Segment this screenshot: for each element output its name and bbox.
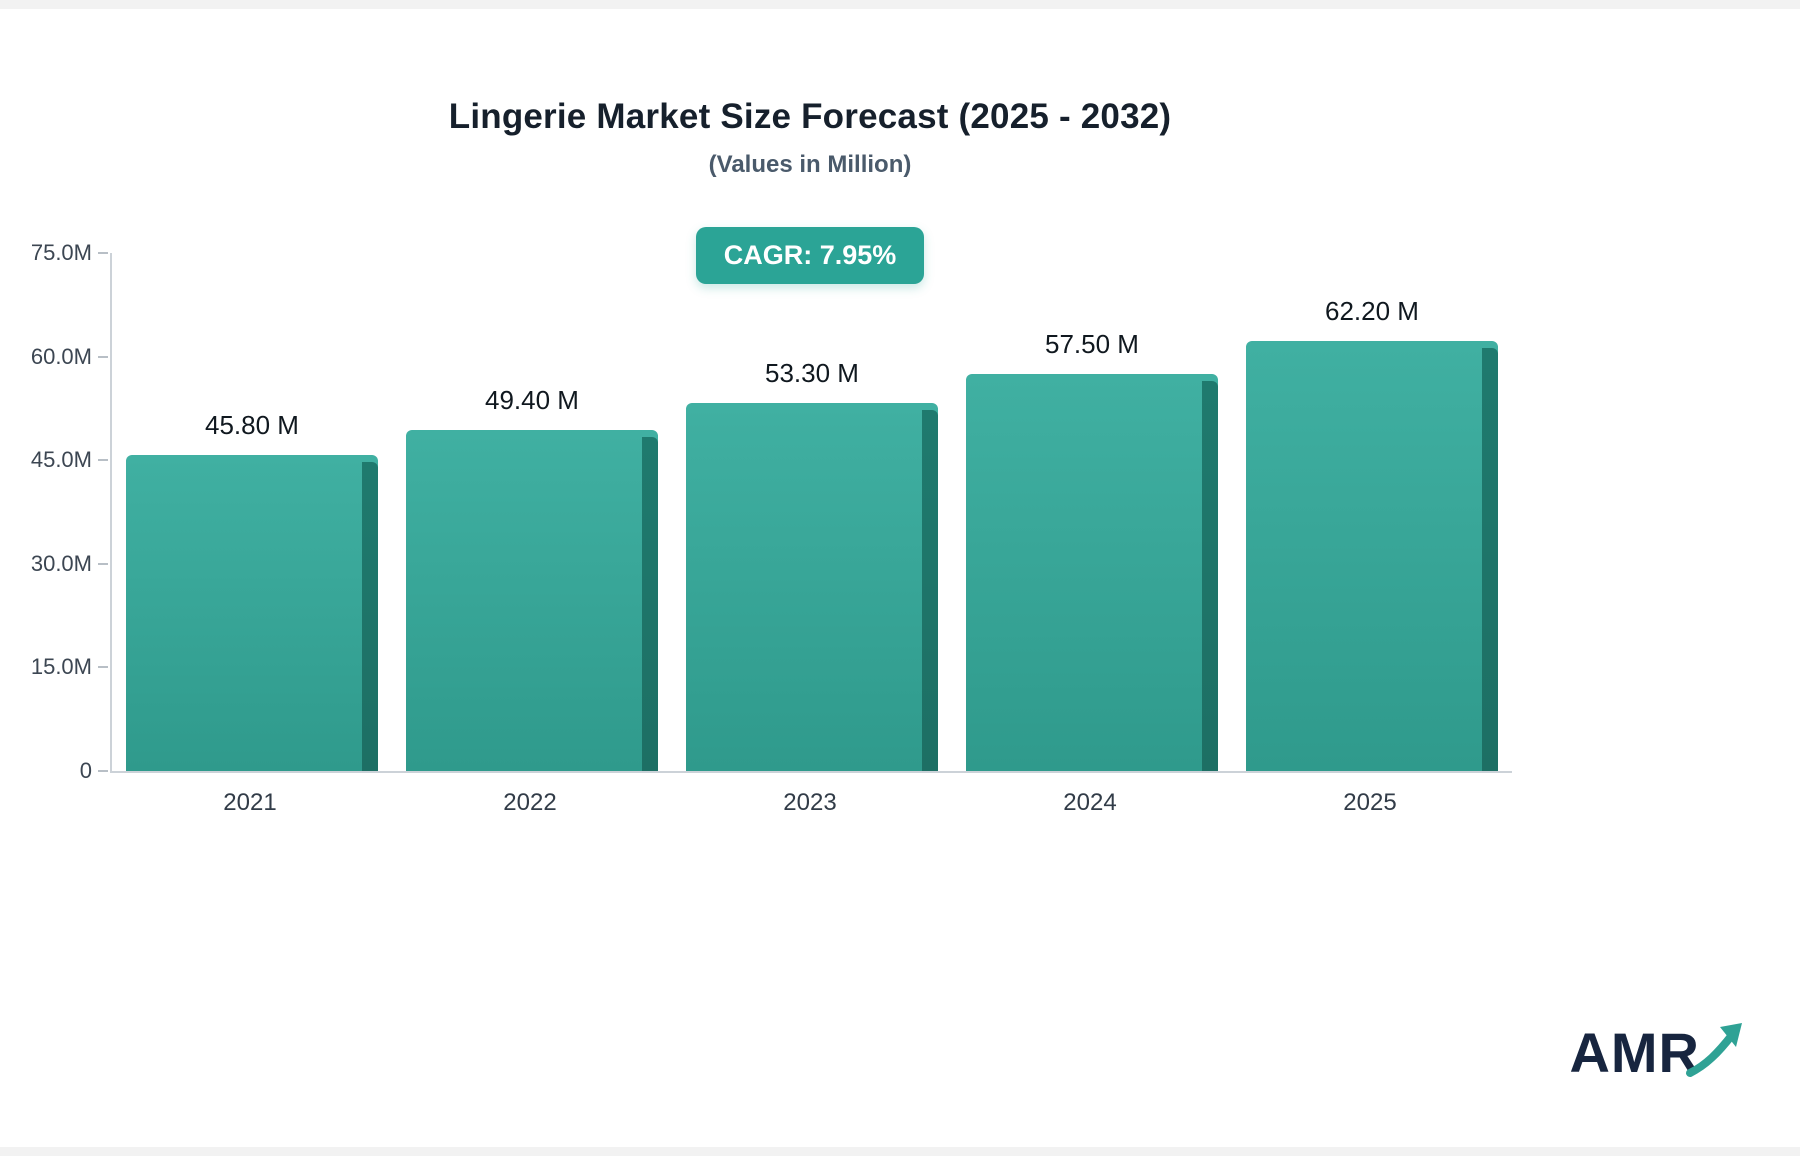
x-tick-label: 2024 xyxy=(1063,789,1117,816)
y-tick-label: 60.0M xyxy=(30,343,92,369)
y-tick-label: 0 xyxy=(79,758,92,783)
y-tick-mark xyxy=(98,252,108,254)
cagr-badge: CAGR: 7.95% xyxy=(695,227,925,284)
plot-area: 45.80 M 49.40 M 53.30 M 57.50 M 62.20 M xyxy=(110,253,1512,773)
bar-value-label: 49.40 M xyxy=(485,385,579,415)
y-tick-mark xyxy=(98,459,108,462)
x-axis: 2021 2022 2023 2024 2025 xyxy=(110,773,1510,817)
chart-subtitle: (Values in Million) xyxy=(708,151,912,178)
bar-shadow-edge xyxy=(362,462,378,771)
bar-value-label: 53.30 M xyxy=(765,358,859,388)
bar-2023 xyxy=(686,403,938,771)
x-tick-label: 2021 xyxy=(223,789,277,816)
bar-shadow-edge xyxy=(642,437,658,771)
bar-2021 xyxy=(126,455,378,771)
y-tick-mark xyxy=(98,666,108,669)
chart-title: Lingerie Market Size Forecast (2025 - 20… xyxy=(448,97,1172,136)
x-tick-label: 2025 xyxy=(1343,789,1397,816)
chart-area: 0 15.0M 30.0M 45.0M 60.0M 75.0M 45.80 M 49.40 … xyxy=(18,240,1512,783)
bar-value-label: 57.50 M xyxy=(1045,329,1139,359)
bar-shadow-edge xyxy=(1202,381,1218,771)
amr-logo: AMR xyxy=(1569,1021,1748,1081)
bar-value-label: 45.80 M xyxy=(205,410,299,440)
amr-logo-arrow-icon xyxy=(1686,1023,1742,1077)
y-tick-mark xyxy=(98,770,108,772)
y-tick-label: 45.0M xyxy=(30,447,92,473)
cagr-badge-row: CAGR: 7.95% xyxy=(0,227,1620,284)
bar-2025 xyxy=(1246,341,1498,771)
bar-value-label: 62.20 M xyxy=(1325,296,1419,326)
amr-logo-text: AMR xyxy=(1569,1021,1700,1084)
y-tick-label: 30.0M xyxy=(30,550,92,576)
y-tick-label: 75.0M xyxy=(30,240,92,265)
x-tick-label: 2023 xyxy=(783,789,837,816)
bar-2022 xyxy=(406,430,658,771)
y-tick-mark xyxy=(98,562,108,565)
bar-shadow-edge xyxy=(922,410,938,771)
chart-card: Lingerie Market Size Forecast (2025 - 20… xyxy=(0,9,1800,1147)
y-tick-mark xyxy=(98,355,108,358)
x-tick-label: 2022 xyxy=(503,789,557,816)
y-axis: 0 15.0M 30.0M 45.0M 60.0M 75.0M xyxy=(18,240,110,783)
bar-2024 xyxy=(966,374,1218,771)
y-tick-label: 15.0M xyxy=(30,654,92,680)
bar-shadow-edge xyxy=(1482,348,1498,771)
